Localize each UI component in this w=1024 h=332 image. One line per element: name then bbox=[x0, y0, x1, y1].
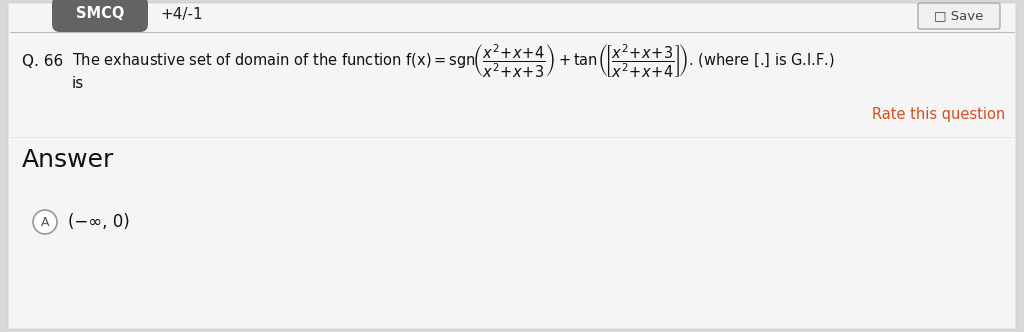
Text: +4/-1: +4/-1 bbox=[160, 7, 203, 22]
FancyBboxPatch shape bbox=[918, 3, 1000, 29]
Text: □ Save: □ Save bbox=[934, 10, 984, 23]
Text: SMCQ: SMCQ bbox=[76, 7, 124, 22]
Text: Q. 66: Q. 66 bbox=[22, 53, 63, 68]
FancyBboxPatch shape bbox=[8, 3, 1016, 329]
Text: The exhaustive set of domain of the function $\mathrm{f(x)} = \mathrm{sgn}\!\lef: The exhaustive set of domain of the func… bbox=[72, 42, 835, 80]
FancyBboxPatch shape bbox=[52, 0, 148, 32]
Circle shape bbox=[33, 210, 57, 234]
Text: (−∞, 0): (−∞, 0) bbox=[68, 213, 130, 231]
Text: Rate this question: Rate this question bbox=[871, 107, 1005, 122]
Text: A: A bbox=[41, 215, 49, 228]
Text: is: is bbox=[72, 75, 84, 91]
Text: Answer: Answer bbox=[22, 148, 115, 172]
